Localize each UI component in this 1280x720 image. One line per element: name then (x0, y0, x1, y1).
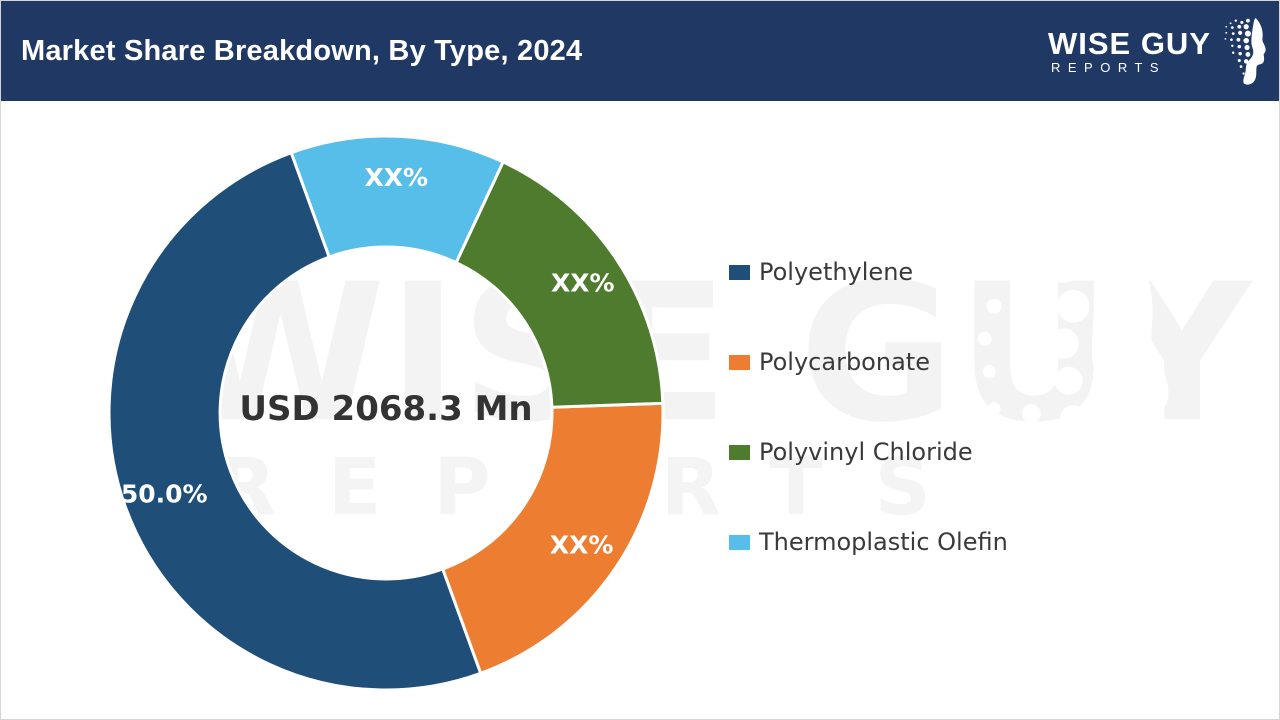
legend-swatch-thermoplastic-olefin (729, 534, 750, 550)
legend-label: Thermoplastic Olefin (759, 528, 1008, 556)
chart-area: WISE GUY REPORTS 50.0%XX%XX%XX% USD 2068… (1, 101, 1279, 719)
donut-center-label: USD 2068.3 Mn (239, 389, 533, 429)
donut-slice-polycarbonate (440, 401, 665, 676)
logo-wordmark: WISE GUY (1047, 25, 1211, 61)
wise-guy-logo: WISE GUY REPORTS (1048, 11, 1267, 91)
logo-text: WISE GUY REPORTS (1047, 25, 1211, 75)
legend-item-thermoplastic-olefin: Thermoplastic Olefin (729, 527, 1008, 557)
legend-label: Polyvinyl Chloride (759, 438, 973, 466)
page-title: Market Share Breakdown, By Type, 2024 (21, 34, 583, 67)
legend-item-polycarbonate: Polycarbonate (729, 347, 930, 377)
legend-label: Polycarbonate (759, 348, 930, 376)
slice-value-label: XX% (364, 163, 428, 192)
donut-slice-polyethylene (107, 150, 483, 692)
donut-slice-thermoplastic-olefin (289, 134, 506, 265)
logo-subtext: REPORTS (1050, 59, 1167, 75)
legend-swatch-polycarbonate (729, 354, 750, 370)
legend-swatch-polyvinyl-chloride (729, 444, 750, 460)
legend-item-polyvinyl-chloride: Polyvinyl Chloride (729, 437, 973, 467)
header-bar: Market Share Breakdown, By Type, 2024 WI… (1, 1, 1279, 101)
slice-value-label: XX% (551, 268, 615, 297)
legend-swatch-polyethylene (729, 264, 750, 280)
legend-label: Polyethylene (759, 258, 914, 286)
slice-value-label: 50.0% (121, 479, 208, 508)
face-dots-icon (1224, 18, 1266, 85)
legend-item-polyethylene: Polyethylene (729, 257, 913, 287)
slice-value-label: XX% (550, 531, 614, 560)
donut-chart: 50.0% XX% XX% XX% (107, 134, 665, 692)
